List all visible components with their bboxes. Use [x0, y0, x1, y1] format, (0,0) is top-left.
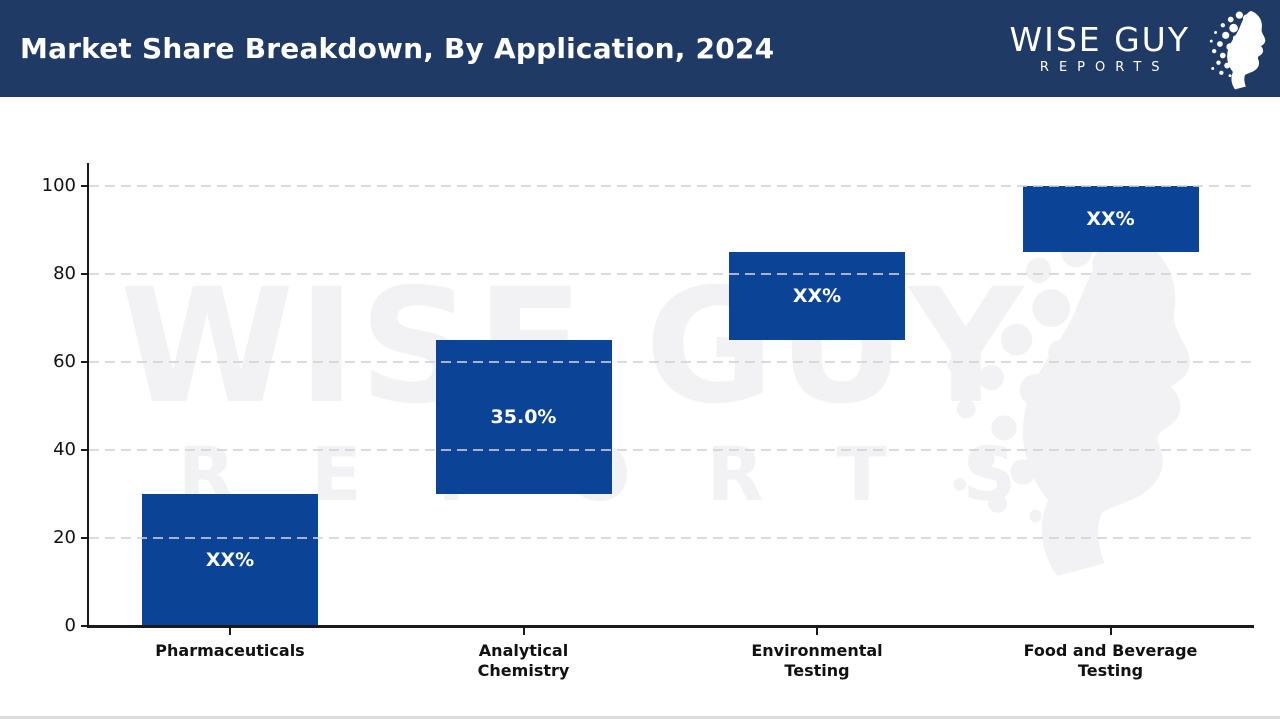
y-tick-mark	[81, 273, 88, 275]
y-tick-label: 60	[53, 351, 76, 372]
logo-text: WISE GUY REPORTS	[1009, 23, 1190, 74]
gridline	[89, 273, 1253, 275]
x-category-label: Analytical Chemistry	[477, 641, 570, 680]
y-tick-label: 0	[64, 615, 76, 636]
y-tick-label: 100	[41, 175, 76, 196]
header-bar: Market Share Breakdown, By Application, …	[0, 0, 1280, 97]
bar-pharmaceuticals: XX%	[142, 494, 318, 626]
gridline	[89, 185, 1253, 187]
bar-environmental-testing: XX%	[729, 252, 905, 340]
y-tick-label: 20	[53, 527, 76, 548]
bar-value-label: XX%	[1086, 208, 1135, 230]
y-tick-label: 80	[53, 263, 76, 284]
x-tick-mark	[1109, 628, 1112, 635]
y-tick-mark	[81, 449, 88, 451]
bar-analytical-chemistry: 35.0%	[435, 340, 612, 494]
y-tick-mark	[81, 537, 88, 539]
x-axis-line	[87, 625, 1254, 628]
y-tick-mark	[81, 185, 88, 187]
logo-brand-text: WISE GUY	[1009, 20, 1190, 59]
gridline	[89, 361, 1253, 363]
bar-value-label: XX%	[792, 285, 842, 307]
bar-value-label: 35.0%	[490, 406, 557, 428]
bottom-border	[0, 716, 1280, 719]
x-tick-mark	[229, 628, 231, 635]
logo-sub-text: REPORTS	[1039, 60, 1170, 75]
x-category-label: Environmental Testing	[751, 641, 883, 680]
gridline	[89, 537, 1253, 539]
x-tick-mark	[522, 628, 525, 635]
watermark-face-icon	[878, 222, 1193, 577]
y-tick-mark	[81, 361, 88, 363]
gridline	[89, 449, 1253, 451]
x-category-label: Pharmaceuticals	[155, 641, 305, 660]
y-axis-line	[87, 163, 89, 627]
wise-guy-logo: WISE GUY REPORTS	[1009, 0, 1266, 97]
y-tick-label: 40	[53, 439, 76, 460]
bar-value-label: XX%	[205, 549, 255, 571]
y-tick-mark	[81, 625, 88, 627]
bar-food-and-beverage-testing: XX%	[1022, 186, 1199, 252]
x-tick-mark	[816, 628, 818, 635]
chart-title: Market Share Breakdown, By Application, …	[20, 32, 775, 65]
x-category-label: Food and Beverage Testing	[1023, 641, 1198, 680]
